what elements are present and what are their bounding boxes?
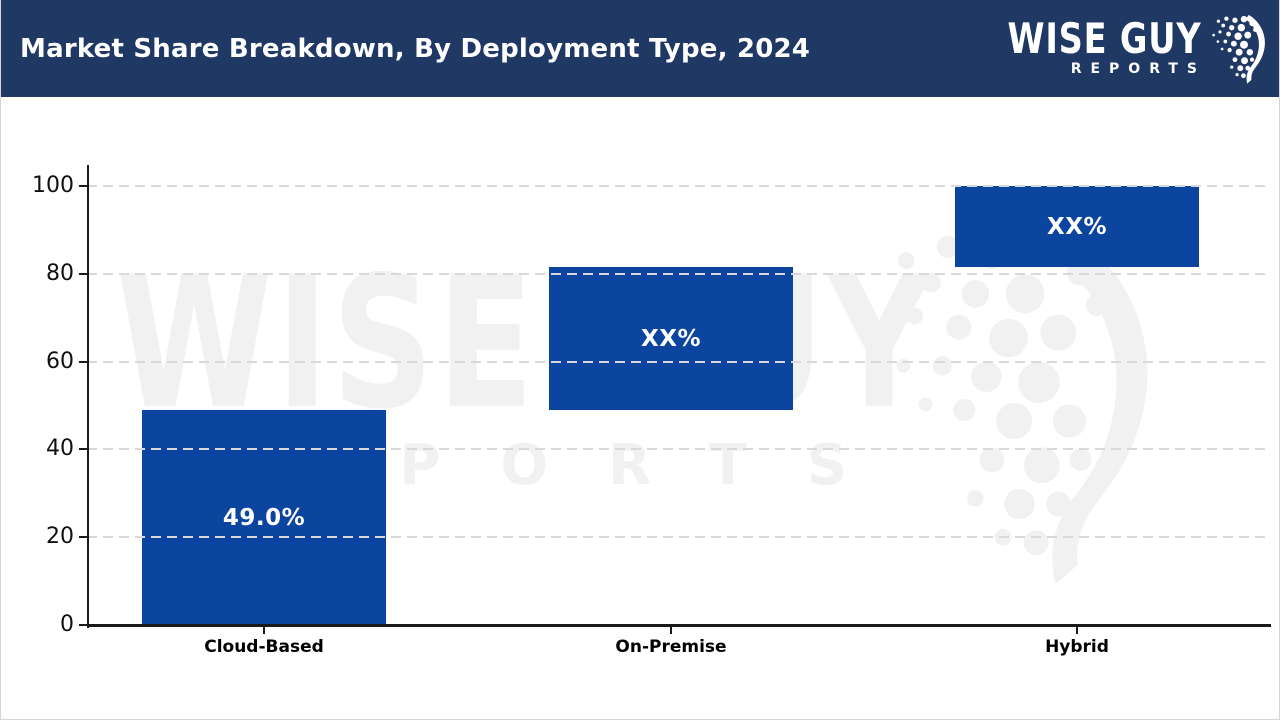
watermark-wordmark: WISE GUY — [116, 237, 934, 449]
y-tick-label: 40 — [46, 436, 74, 461]
gridline — [87, 536, 1271, 538]
x-tick-mark — [263, 627, 265, 634]
x-category-label: On-Premise — [615, 637, 727, 657]
bar-value-label: XX% — [640, 325, 701, 352]
y-tick-mark — [79, 185, 87, 187]
y-tick-mark — [79, 273, 87, 275]
x-category-label: Cloud-Based — [204, 637, 324, 657]
bar-value-label: 49.0% — [222, 504, 306, 531]
y-tick-mark — [79, 536, 87, 538]
gridline — [87, 448, 1271, 450]
gridline — [87, 361, 1271, 363]
y-tick-label: 60 — [46, 349, 74, 374]
bar-cloud-based: 49.0% — [142, 410, 386, 625]
x-category-label: Hybrid — [1045, 637, 1109, 657]
chart-title: Market Share Breakdown, By Deployment Ty… — [20, 33, 811, 64]
y-tick-label: 0 — [60, 612, 74, 637]
y-axis-line — [87, 165, 89, 628]
y-tick-mark — [79, 361, 87, 363]
gridline — [87, 273, 1271, 275]
y-tick-label: 100 — [32, 173, 74, 198]
logo-subtext: REPORTS — [1070, 61, 1206, 77]
x-tick-mark — [1076, 627, 1078, 634]
wiseguy-head-icon — [1212, 14, 1265, 84]
bar-hybrid: XX% — [955, 186, 1199, 267]
gridline — [87, 185, 1271, 187]
x-tick-mark — [670, 627, 672, 634]
bar-value-label: XX% — [1046, 213, 1107, 240]
bar-on-premise: XX% — [549, 267, 793, 410]
y-tick-label: 80 — [46, 261, 74, 286]
y-tick-mark — [79, 624, 87, 626]
y-tick-mark — [79, 448, 87, 450]
y-tick-label: 20 — [46, 524, 74, 549]
x-axis-line — [87, 624, 1271, 627]
wiseguy-logo: WISE GUY REPORTS — [1007, 4, 1270, 94]
chart-header: Market Share Breakdown, By Deployment Ty… — [0, 0, 1280, 97]
logo-wordmark: WISE GUY — [1007, 14, 1202, 63]
